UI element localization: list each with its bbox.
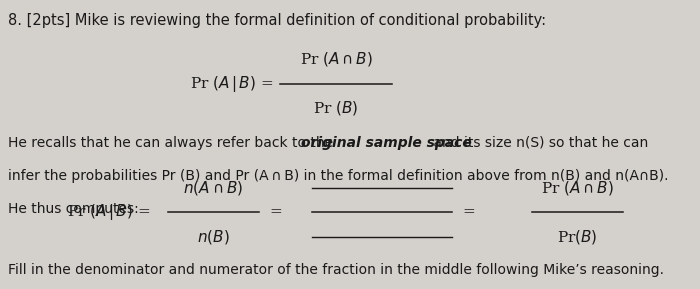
Text: Pr $(A\cap B)$: Pr $(A\cap B)$	[541, 179, 614, 197]
Text: Pr$(B)$: Pr$(B)$	[557, 228, 598, 246]
Text: 8. [2pts] Mike is reviewing the formal definition of conditional probability:: 8. [2pts] Mike is reviewing the formal d…	[8, 13, 547, 28]
Text: $n(A\cap B)$: $n(A\cap B)$	[183, 179, 244, 197]
Text: Pr $(A \cap B)$: Pr $(A \cap B)$	[300, 50, 372, 68]
Text: and its size n(S) so that he can: and its size n(S) so that he can	[428, 136, 648, 150]
Text: infer the probabilities Pr (B) and Pr (A ∩ B) in the formal definition above fro: infer the probabilities Pr (B) and Pr (A…	[8, 169, 669, 183]
Text: original sample space: original sample space	[301, 136, 472, 150]
Text: =: =	[270, 205, 282, 219]
Text: Pr $(B)$: Pr $(B)$	[314, 99, 358, 117]
Text: He thus computes:: He thus computes:	[8, 202, 139, 216]
Text: Fill in the denominator and numerator of the fraction in the middle following Mi: Fill in the denominator and numerator of…	[8, 263, 664, 277]
Text: =: =	[462, 205, 475, 219]
Text: Pr $(A\,|\,B)$ =: Pr $(A\,|\,B)$ =	[67, 202, 150, 223]
Text: $n(B)$: $n(B)$	[197, 228, 230, 246]
Text: He recalls that he can always refer back to the: He recalls that he can always refer back…	[8, 136, 338, 150]
Text: Pr $(A\,|\,B)$ =: Pr $(A\,|\,B)$ =	[190, 74, 273, 94]
